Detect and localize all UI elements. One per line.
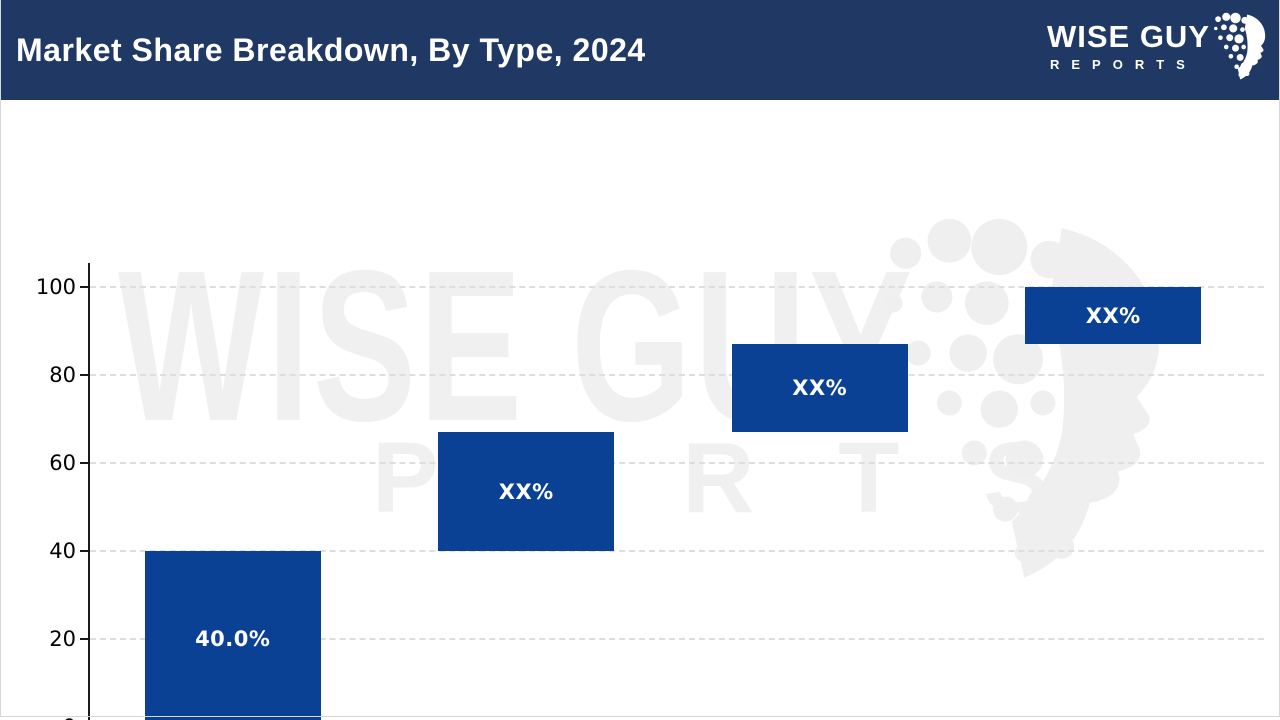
waterfall-bar: XX% [1025, 287, 1202, 345]
logo-text: WISE GUY REPORTS [1046, 19, 1210, 73]
bar-value-label: XX% [1085, 303, 1141, 328]
bar-value-label: XX% [792, 376, 848, 401]
y-tick-mark [80, 462, 88, 464]
header-band: Market Share Breakdown, By Type, 2024 WI… [0, 0, 1280, 100]
wiseguy-logo: WISE GUY REPORTS [1047, 6, 1268, 88]
y-tick-mark [80, 374, 88, 376]
plot-area: 02040608010040.0%Slot MachinesXX%Video L… [36, 263, 1264, 720]
waterfall-bar: XX% [438, 432, 615, 551]
y-gridline [90, 550, 1264, 552]
waterfall-bar: XX% [731, 344, 908, 433]
chart-title: Market Share Breakdown, By Type, 2024 [16, 31, 646, 68]
bar-value-label: 40.0% [195, 627, 271, 651]
y-gridline [90, 286, 1264, 288]
y-tick-mark [80, 550, 88, 552]
logo-head-icon [1214, 12, 1266, 80]
waterfall-bar: 40.0% [144, 551, 321, 720]
y-gridline [90, 374, 1264, 376]
logo-brand-sub: REPORTS [1049, 57, 1197, 72]
logo-brand-name: WISE GUY [1046, 19, 1210, 54]
y-tick-label: 80 [49, 363, 76, 387]
y-tick-label: 0 [16, 714, 76, 720]
bar-value-label: XX% [498, 479, 554, 504]
y-tick-mark [80, 638, 88, 640]
y-gridline [90, 462, 1264, 464]
y-tick-label: 20 [49, 627, 76, 651]
y-tick-label: 40 [49, 539, 76, 563]
y-gridline [90, 638, 1264, 640]
y-tick-label: 60 [49, 451, 76, 475]
chart-canvas: WISE GUY P O R T S 02040608010040.0%Slot… [0, 100, 1280, 720]
y-tick-label: 100 [35, 275, 76, 299]
y-tick-mark [80, 286, 88, 288]
